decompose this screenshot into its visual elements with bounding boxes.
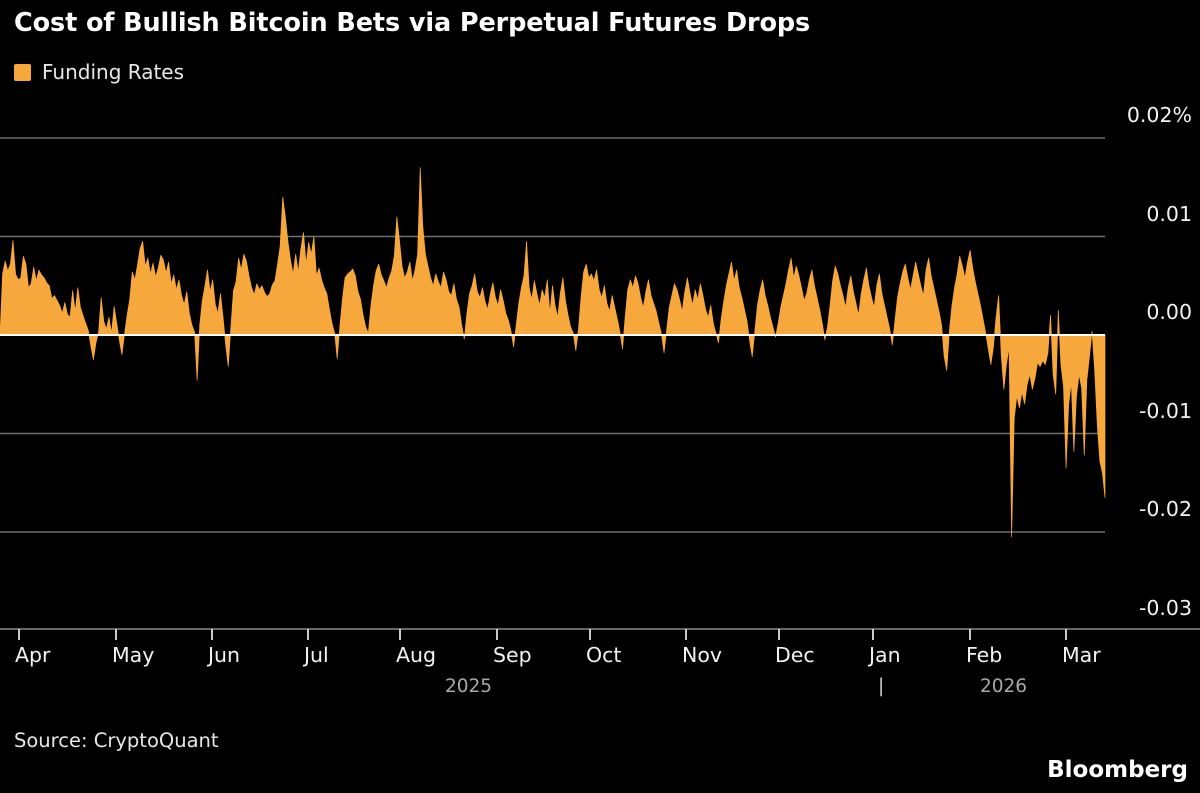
legend-label-funding-rates: Funding Rates bbox=[42, 60, 185, 84]
x-axis-label-jun: Jun bbox=[208, 643, 241, 667]
y-axis-label-3: -0.01 bbox=[1138, 398, 1192, 423]
chart-legend: Funding Rates bbox=[14, 60, 184, 84]
x-axis-label-nov: Nov bbox=[682, 643, 723, 667]
x-axis-label-jan: Jan bbox=[869, 643, 901, 667]
x-axis-ticks bbox=[18, 629, 1067, 640]
series-area-funding-rates bbox=[0, 167, 1106, 538]
x-axis-label-apr: Apr bbox=[15, 643, 51, 667]
year-label-2025: 2025 bbox=[445, 676, 493, 697]
x-axis-label-oct: Oct bbox=[586, 643, 622, 667]
x-axis-label-dec: Dec bbox=[775, 643, 815, 667]
y-axis-label-5: -0.03 bbox=[1138, 595, 1192, 620]
y-axis-label-1: 0.01 bbox=[1146, 201, 1192, 226]
page-title: Cost of Bullish Bitcoin Bets via Perpetu… bbox=[14, 8, 811, 38]
y-axis-label-4: -0.02 bbox=[1138, 497, 1192, 521]
year-separator-tick: | bbox=[878, 676, 885, 697]
area-funding-rates bbox=[0, 167, 1106, 538]
source-credit: Source: CryptoQuant bbox=[14, 729, 219, 752]
gridlines bbox=[0, 137, 1105, 533]
x-axis-label-mar: Mar bbox=[1062, 643, 1101, 667]
x-axis-label-jul: Jul bbox=[304, 643, 329, 667]
year-label-2026: 2026 bbox=[980, 676, 1028, 697]
x-axis-label-may: May bbox=[112, 643, 155, 667]
legend-swatch-funding-rates bbox=[14, 63, 31, 81]
x-axis-label-feb: Feb bbox=[966, 643, 1003, 667]
bloomberg-brand: Bloomberg bbox=[1047, 757, 1188, 783]
x-axis-label-aug: Aug bbox=[396, 643, 437, 667]
y-axis-label-2: 0.00 bbox=[1146, 300, 1192, 324]
y-axis-label-0: 0.02% bbox=[1126, 103, 1192, 127]
x-axis-label-sep: Sep bbox=[493, 643, 532, 667]
